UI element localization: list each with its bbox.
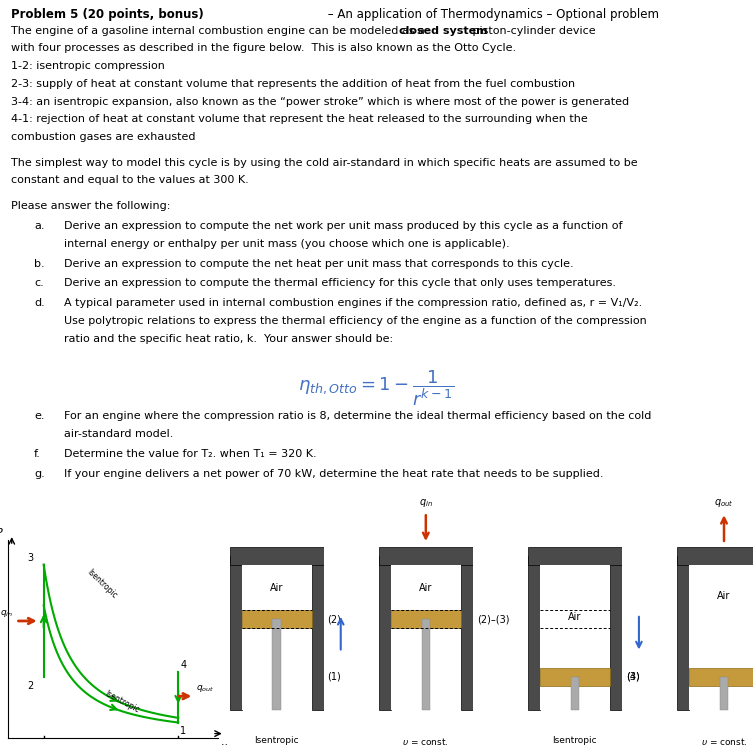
Text: ratio and the specific heat ratio, k.  Your answer should be:: ratio and the specific heat ratio, k. Yo…	[64, 334, 393, 343]
Text: 3-4: an isentropic expansion, also known as the “power stroke” which is where mo: 3-4: an isentropic expansion, also known…	[11, 97, 630, 107]
Text: Isentropic: Isentropic	[553, 736, 597, 745]
Bar	[391, 610, 461, 628]
Text: $\upsilon$ = const.: $\upsilon$ = const.	[700, 736, 748, 745]
Bar	[312, 556, 324, 710]
Bar	[610, 556, 622, 710]
Text: $q_{out}$: $q_{out}$	[715, 497, 733, 509]
Text: Isentropic: Isentropic	[85, 568, 119, 600]
Bar	[273, 619, 281, 710]
Text: Isentropic: Isentropic	[255, 736, 299, 745]
Text: constant and equal to the values at 300 K.: constant and equal to the values at 300 …	[11, 175, 249, 186]
Text: 1-2: isentropic compression: 1-2: isentropic compression	[11, 61, 165, 72]
Text: P: P	[0, 528, 2, 538]
Text: The simplest way to model this cycle is by using the cold air-standard in which : The simplest way to model this cycle is …	[11, 158, 638, 168]
Text: d.: d.	[34, 298, 44, 308]
Text: 2: 2	[27, 681, 34, 691]
Bar	[528, 556, 540, 710]
Bar	[242, 565, 312, 710]
Text: $q_{out}$: $q_{out}$	[197, 683, 215, 694]
Text: c.: c.	[34, 279, 44, 288]
Bar	[540, 565, 610, 710]
Text: Isentropic: Isentropic	[103, 688, 141, 714]
Text: (2)–(3): (2)–(3)	[477, 614, 509, 624]
Text: υ: υ	[221, 743, 227, 745]
Bar	[677, 548, 753, 565]
Text: For an engine where the compression ratio is 8, determine the ideal thermal effi: For an engine where the compression rati…	[64, 411, 651, 422]
Bar	[242, 610, 312, 628]
Bar	[379, 548, 473, 565]
Text: closed system: closed system	[399, 26, 487, 36]
Text: combustion gases are exhausted: combustion gases are exhausted	[11, 132, 196, 142]
Text: (1): (1)	[328, 672, 341, 682]
Bar	[677, 556, 689, 710]
Text: b.: b.	[34, 259, 44, 268]
Bar	[230, 556, 242, 710]
Text: (2): (2)	[328, 614, 341, 624]
Text: piston-cylinder device: piston-cylinder device	[469, 26, 596, 36]
Text: 2-3: supply of heat at constant volume that represents the addition of heat from: 2-3: supply of heat at constant volume t…	[11, 79, 575, 89]
Text: (3): (3)	[626, 672, 639, 682]
Text: – An application of Thermodynamics – Optional problem: – An application of Thermodynamics – Opt…	[324, 8, 659, 21]
Text: Air: Air	[569, 612, 581, 621]
Text: Derive an expression to compute the net heat per unit mass that corresponds to t: Derive an expression to compute the net …	[64, 259, 574, 268]
Bar	[571, 677, 579, 710]
Text: (4): (4)	[626, 672, 639, 682]
Text: 4-1: rejection of heat at constant volume that represent the heat released to th: 4-1: rejection of heat at constant volum…	[11, 114, 588, 124]
Text: Please answer the following:: Please answer the following:	[11, 201, 171, 211]
Text: a.: a.	[34, 221, 44, 231]
Bar	[720, 677, 728, 710]
Text: Problem 5 (20 points, bonus): Problem 5 (20 points, bonus)	[11, 8, 204, 21]
Text: Use polytropic relations to express the thermal efficiency of the engine as a fu: Use polytropic relations to express the …	[64, 316, 647, 326]
Text: If your engine delivers a net power of 70 kW, determine the heat rate that needs: If your engine delivers a net power of 7…	[64, 469, 603, 479]
Text: 1: 1	[180, 726, 186, 736]
Bar	[379, 556, 391, 710]
Text: Derive an expression to compute the thermal efficiency for this cycle that only : Derive an expression to compute the ther…	[64, 279, 616, 288]
Bar	[391, 565, 461, 710]
Text: The engine of a gasoline internal combustion engine can be modeled as a: The engine of a gasoline internal combus…	[11, 26, 428, 36]
Text: A typical parameter used in internal combustion engines if the compression ratio: A typical parameter used in internal com…	[64, 298, 642, 308]
Text: air-standard model.: air-standard model.	[64, 429, 173, 439]
Text: $\upsilon$ = const.: $\upsilon$ = const.	[402, 736, 450, 745]
Bar	[528, 548, 622, 565]
Text: 4: 4	[180, 660, 186, 670]
Text: e.: e.	[34, 411, 44, 422]
Text: g.: g.	[34, 469, 44, 479]
Text: Determine the value for T₂. when T₁ = 320 K.: Determine the value for T₂. when T₁ = 32…	[64, 449, 316, 459]
Text: internal energy or enthalpy per unit mass (you choose which one is applicable).: internal energy or enthalpy per unit mas…	[64, 238, 510, 249]
Text: $\eta_{th,Otto} = 1 - \dfrac{1}{r^{k-1}}$: $\eta_{th,Otto} = 1 - \dfrac{1}{r^{k-1}}…	[298, 369, 455, 408]
Text: f.: f.	[34, 449, 41, 459]
Bar	[689, 565, 753, 710]
Bar	[689, 668, 753, 685]
Bar	[540, 668, 610, 685]
Text: Air: Air	[419, 583, 432, 592]
Text: 3: 3	[28, 553, 34, 562]
Text: Derive an expression to compute the net work per unit mass produced by this cycl: Derive an expression to compute the net …	[64, 221, 623, 231]
Text: $q_{in}$: $q_{in}$	[419, 497, 433, 509]
Bar	[230, 548, 324, 565]
Text: Air: Air	[270, 583, 283, 592]
Text: with four processes as described in the figure below.  This is also known as the: with four processes as described in the …	[11, 43, 517, 54]
Bar	[461, 556, 473, 710]
Text: $q_{in}$: $q_{in}$	[1, 608, 14, 619]
Text: Air: Air	[718, 592, 730, 601]
Bar	[422, 619, 430, 710]
